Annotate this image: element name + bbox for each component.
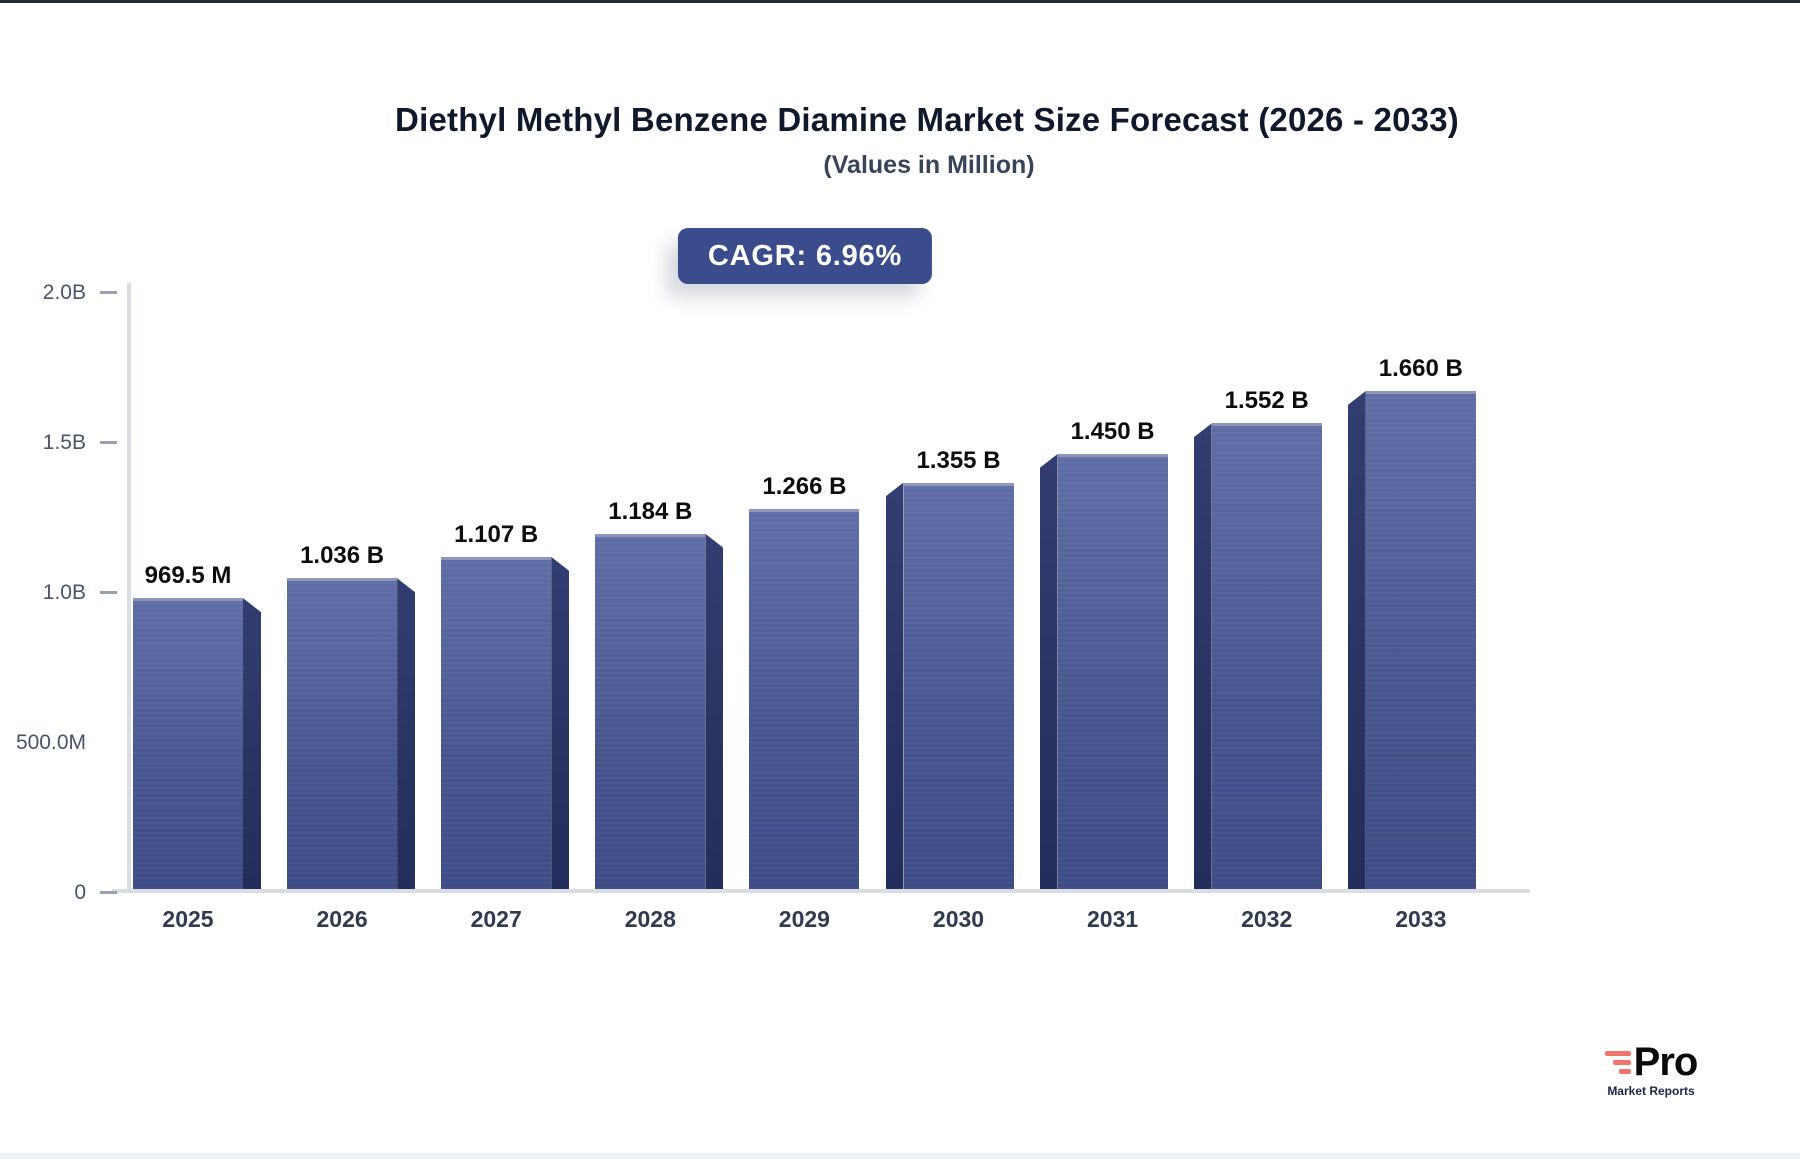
y-axis-tick-2.0B (100, 290, 117, 294)
x-axis-label-2029: 2029 (778, 906, 830, 932)
x-axis-label-2033: 2033 (1395, 906, 1447, 932)
bar-side-2030 (885, 482, 904, 889)
bar-side-2032 (1193, 423, 1212, 889)
bar-value-label-2033: 1.660 B (1378, 355, 1463, 382)
y-axis-tick-1.0B (100, 590, 117, 594)
bar-value-label-2025: 969.5 M (144, 562, 232, 590)
logo-subtext: Market Reports (1607, 1084, 1695, 1098)
cagr-badge-label: CAGR: 6.96% (707, 239, 903, 272)
logo-stripes-icon (1604, 1049, 1631, 1076)
bar-2027 (441, 556, 552, 889)
bar-value-label-2026: 1.036 B (300, 542, 385, 570)
bar-side-2026 (397, 578, 416, 889)
bar-value-label-2029: 1.266 B (762, 473, 847, 501)
bar-side-2025 (243, 598, 261, 889)
x-axis-label-2030: 2030 (932, 906, 985, 932)
bar-2029 (749, 509, 860, 889)
bar-value-label-2032: 1.552 B (1224, 387, 1309, 415)
bar-2025 (133, 598, 243, 889)
brand-logo: Pro Market Reports (1601, 1041, 1701, 1098)
bar-value-label-2027: 1.107 B (454, 520, 539, 548)
y-axis-line (127, 283, 131, 893)
bar-value-label-2030: 1.355 B (916, 446, 1001, 474)
y-axis-label: 1.0B (42, 580, 86, 604)
bar-side-2031 (1039, 454, 1058, 889)
chart-subtitle: (Values in Million) (823, 151, 1035, 179)
y-axis-label: 500.0M (15, 730, 86, 754)
x-axis-label-2031: 2031 (1087, 906, 1139, 932)
bar-value-label-2031: 1.450 B (1070, 418, 1155, 445)
bar-2033 (1365, 391, 1476, 889)
x-axis-baseline (112, 889, 1530, 893)
y-axis-label: 1.5B (42, 430, 86, 454)
bottom-strip (0, 1153, 1800, 1159)
bar-value-label-2028: 1.184 B (608, 497, 693, 525)
logo-text: Pro (1633, 1040, 1699, 1084)
y-axis-label: 0 (74, 880, 86, 904)
bar-2031 (1057, 454, 1168, 889)
bar-2028 (595, 533, 706, 889)
y-axis-tick-1.5B (100, 440, 117, 444)
bar-2030 (903, 482, 1014, 889)
x-axis-label-2025: 2025 (162, 906, 214, 932)
cagr-badge: CAGR: 6.96% (677, 228, 933, 284)
x-axis-label-2027: 2027 (470, 906, 522, 932)
bar-side-2033 (1347, 391, 1366, 889)
x-axis-label-2028: 2028 (624, 906, 676, 932)
bar-2032 (1211, 423, 1322, 889)
y-axis-tick-0 (100, 890, 117, 894)
bar-2026 (287, 578, 398, 889)
bar-side-2028 (705, 533, 724, 889)
bar-side-2027 (551, 556, 570, 889)
x-axis-label-2026: 2026 (316, 906, 368, 932)
x-axis-label-2032: 2032 (1241, 906, 1293, 932)
y-axis-label: 2.0B (42, 280, 86, 304)
chart-title: Diethyl Methyl Benzene Diamine Market Si… (395, 101, 1459, 138)
